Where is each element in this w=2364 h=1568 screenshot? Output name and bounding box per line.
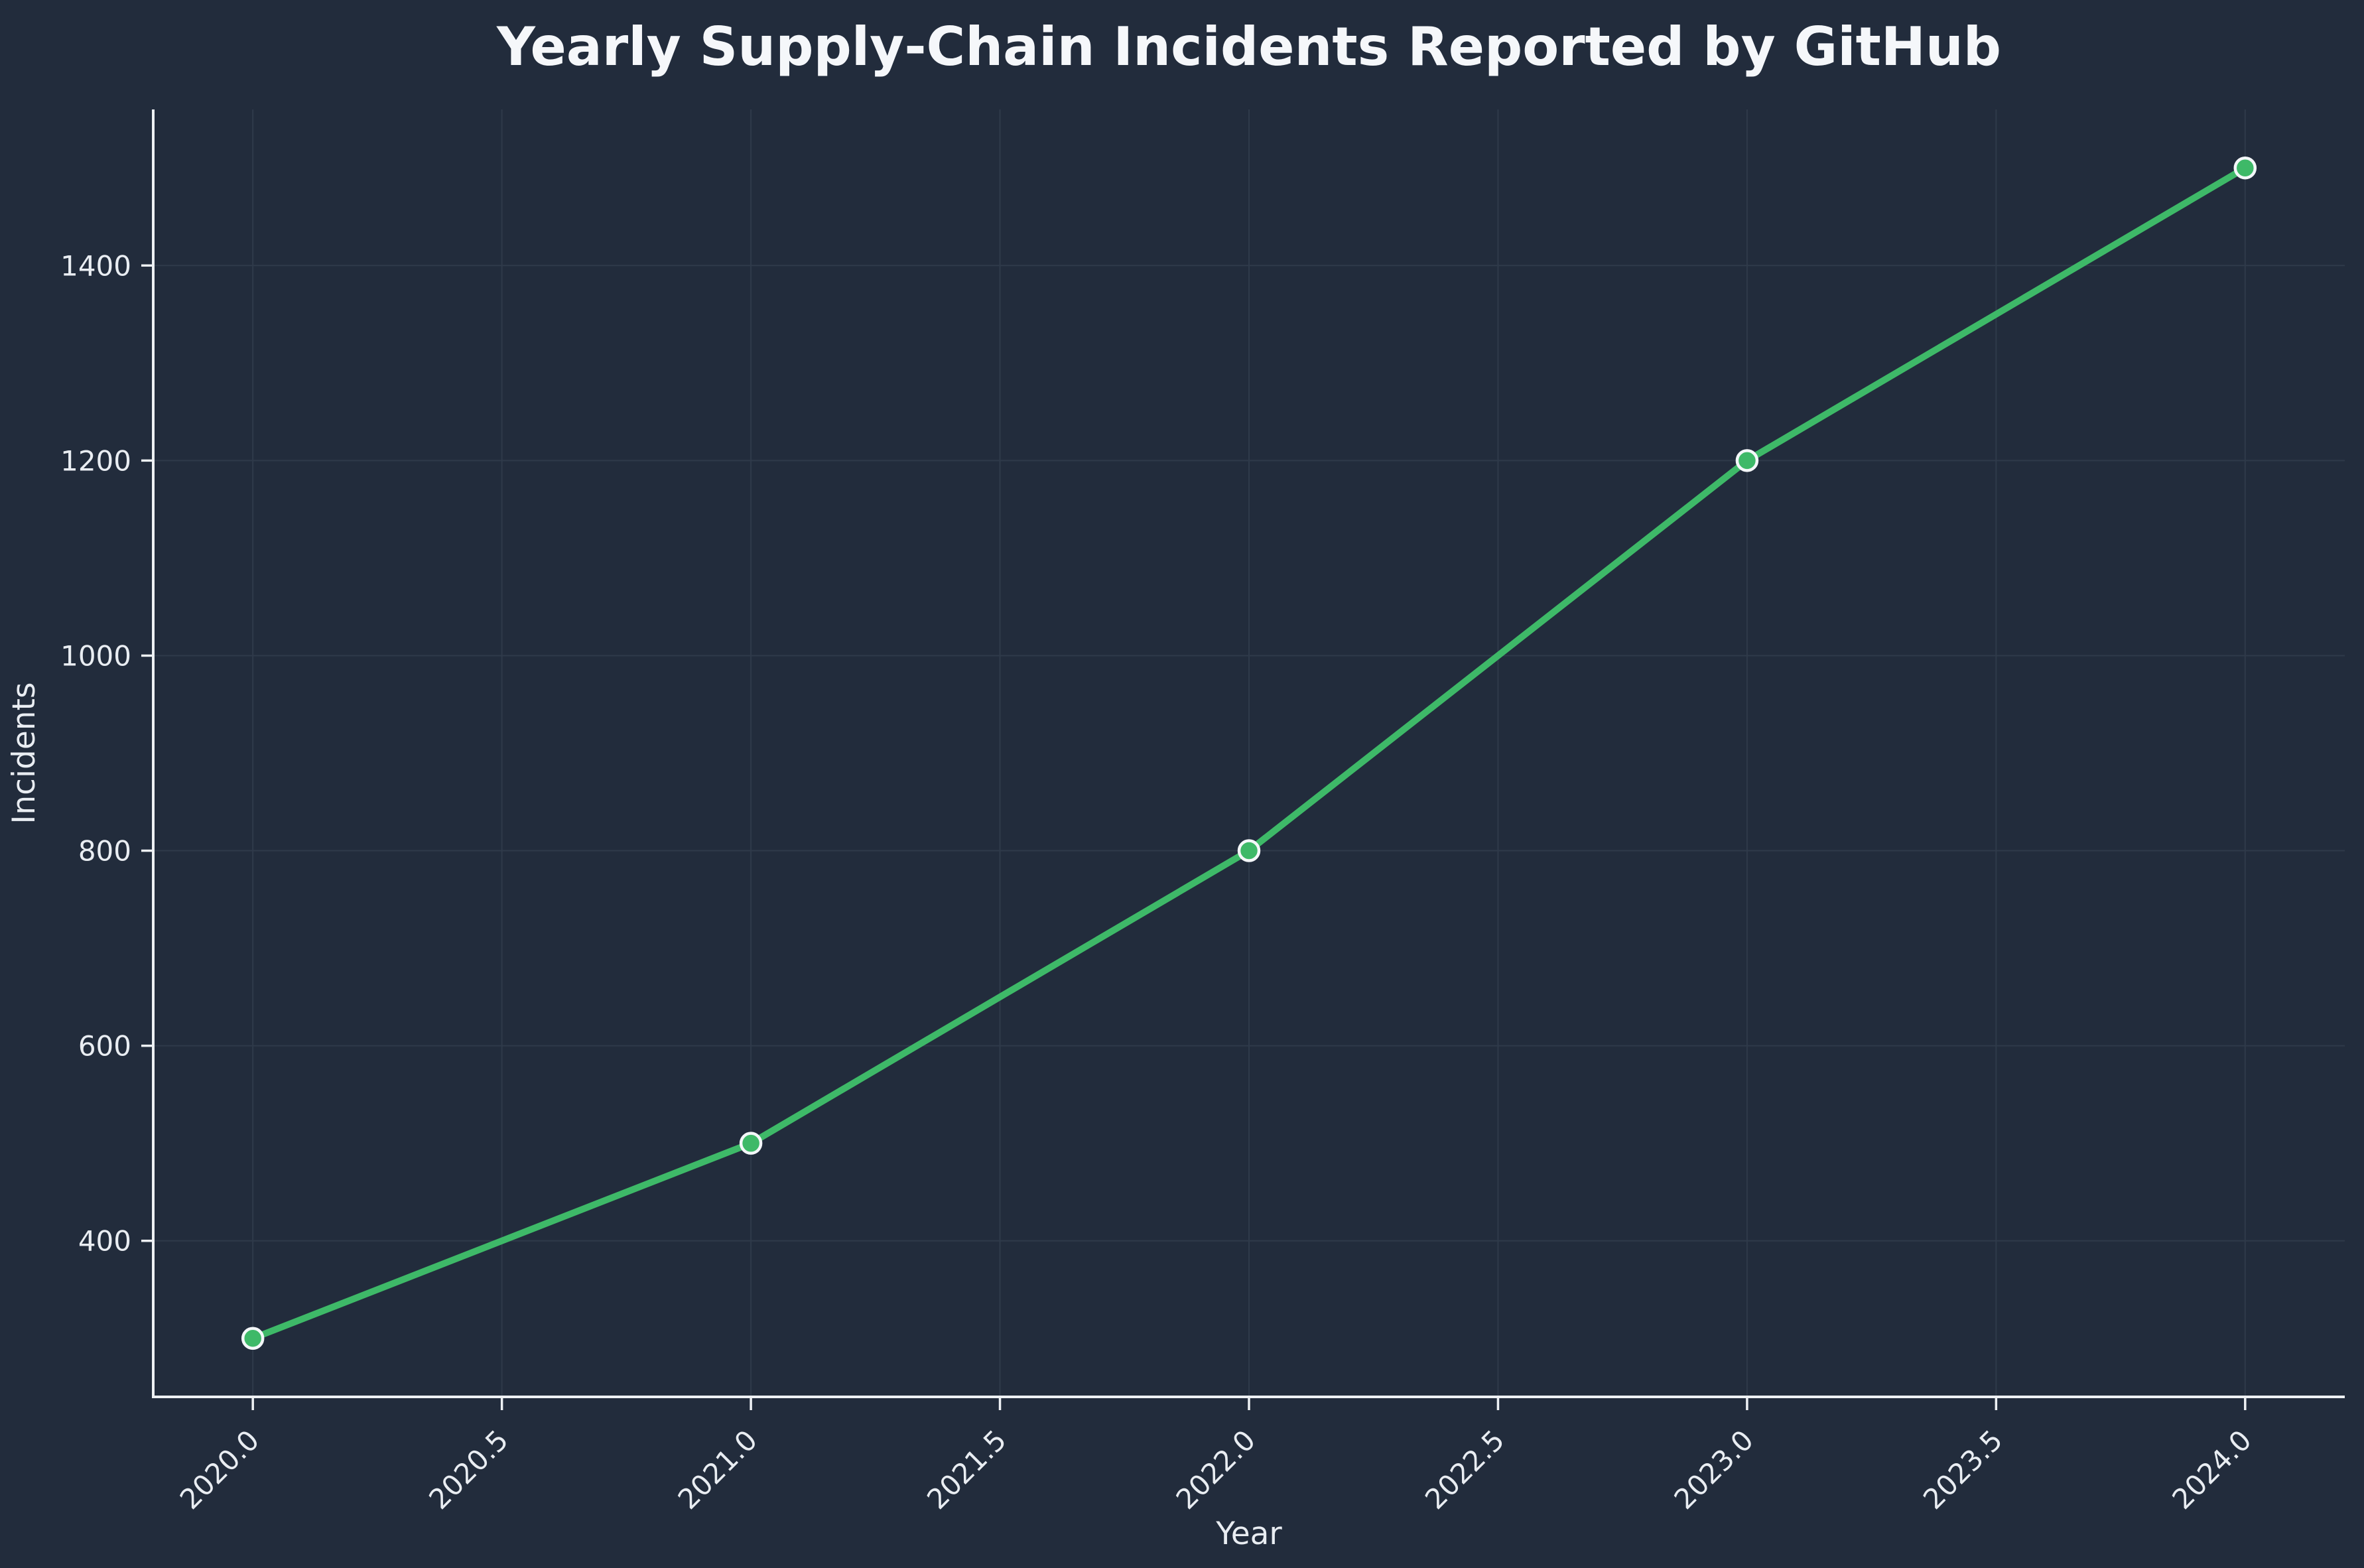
x-tick-label: 2023.5 xyxy=(1917,1423,2009,1516)
axes-spines xyxy=(152,109,2345,1398)
x-tick-label: 2020.5 xyxy=(423,1423,515,1516)
data-point-marker xyxy=(241,1327,265,1350)
data-point-markers xyxy=(241,156,2257,1350)
data-point-marker xyxy=(739,1132,763,1155)
x-tick-labels: 2020.0 2020.5 2021.0 2021.5 2022.0 2022.5 2023… xyxy=(174,1423,2258,1516)
x-tick-label: 2021.5 xyxy=(921,1423,1013,1516)
data-point-marker xyxy=(1735,449,1759,472)
y-tick-label: 1400 xyxy=(60,249,131,282)
x-tick-label: 2020.0 xyxy=(174,1423,266,1516)
y-tick-label: 800 xyxy=(78,835,131,868)
gridlines xyxy=(153,109,2345,1397)
x-axis-label: Year xyxy=(1215,1516,1282,1552)
y-tick-label: 600 xyxy=(78,1030,131,1063)
x-tick-label: 2023.0 xyxy=(1668,1423,1760,1516)
y-tick-label: 1200 xyxy=(60,444,131,477)
y-tick-label: 1000 xyxy=(60,639,131,672)
y-tick-labels: 400 600 800 1000 1200 1400 xyxy=(60,249,131,1257)
x-tick-label: 2022.5 xyxy=(1419,1423,1511,1516)
data-point-marker xyxy=(2233,156,2257,180)
y-axis-label: Incidents xyxy=(6,682,42,824)
data-point-marker xyxy=(1237,839,1261,862)
y-tick-label: 400 xyxy=(78,1225,131,1258)
x-tick-label: 2022.0 xyxy=(1170,1423,1262,1516)
chart-title: Yearly Supply-Chain Incidents Reported b… xyxy=(496,16,2001,78)
x-tick-label: 2021.0 xyxy=(672,1423,764,1516)
x-tick-label: 2024.0 xyxy=(2166,1423,2258,1516)
axis-tick-marks xyxy=(141,264,2247,1410)
